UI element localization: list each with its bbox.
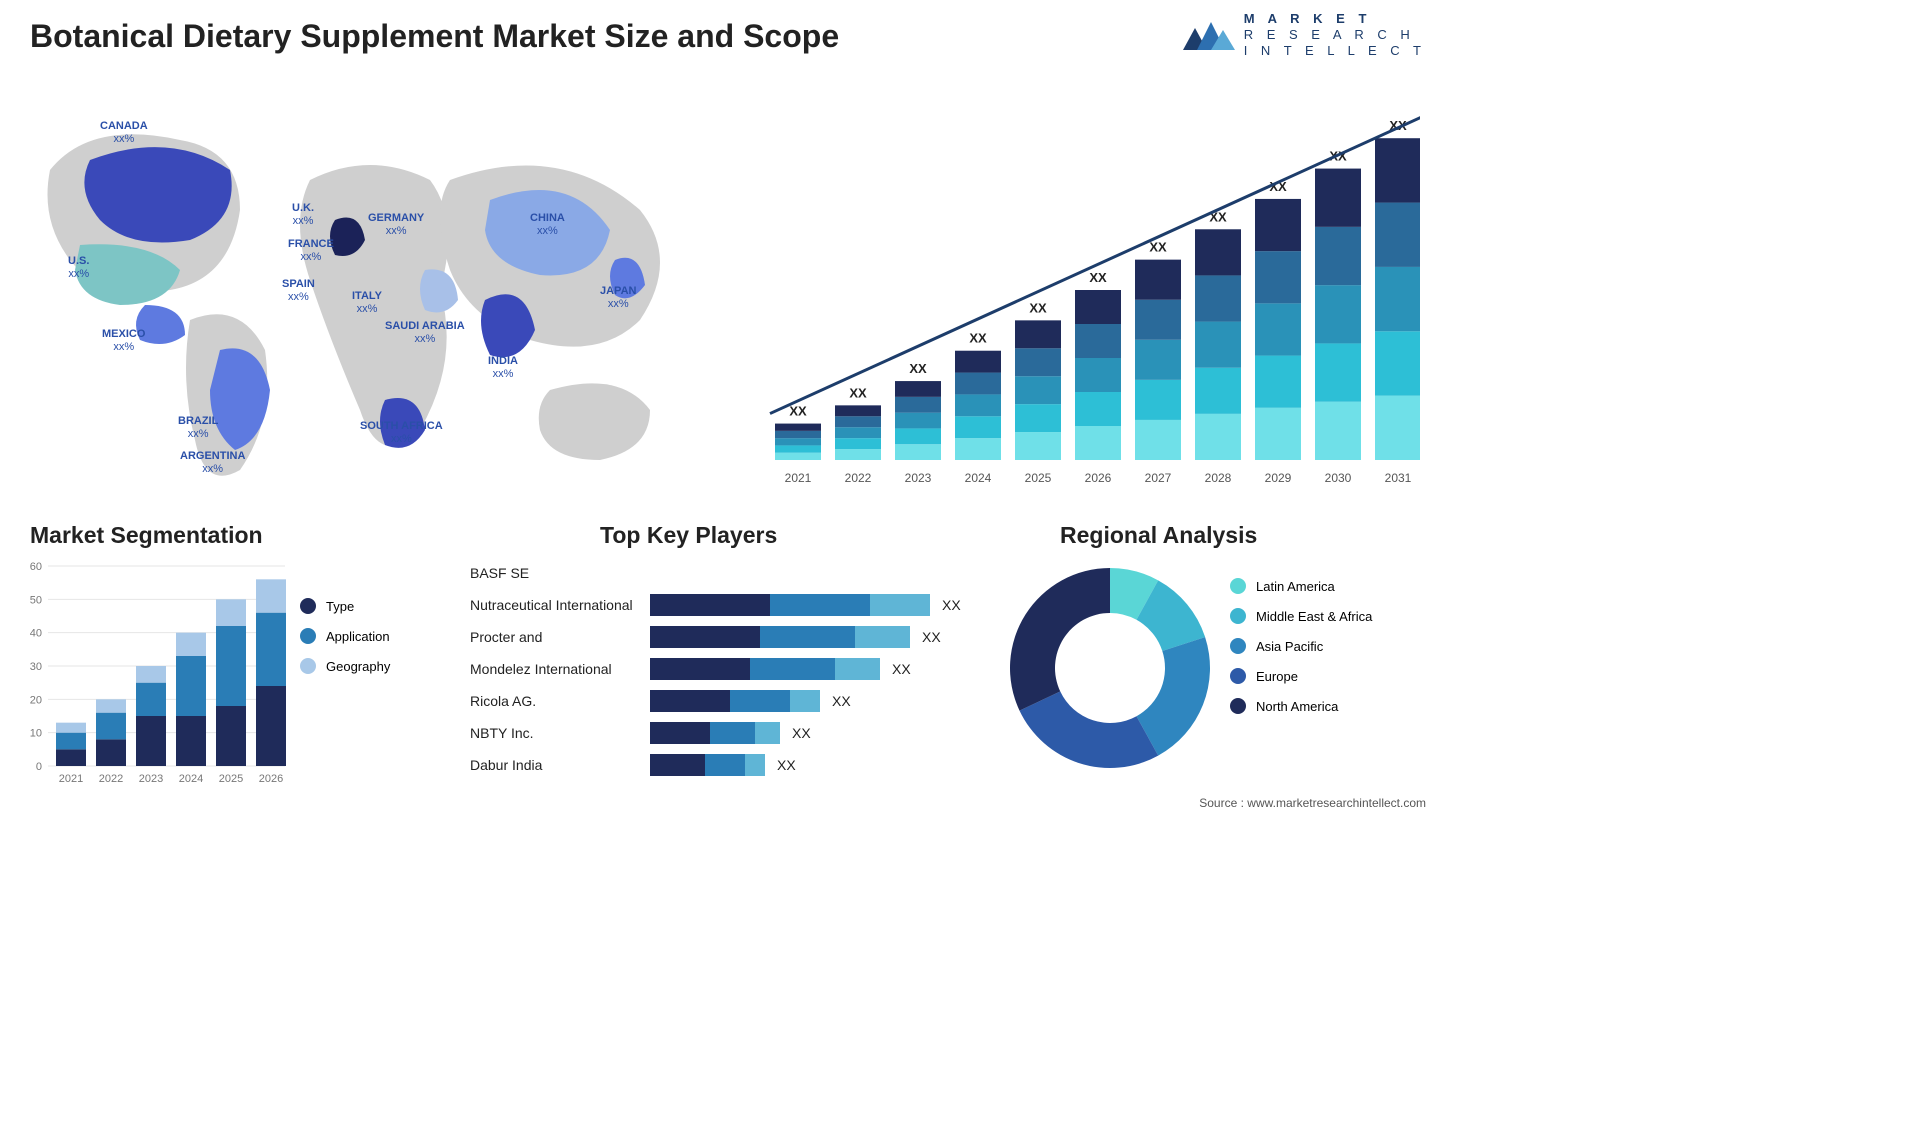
kp-bar	[650, 690, 820, 712]
kp-bar	[650, 658, 880, 680]
kp-label: Procter and	[470, 629, 650, 645]
svg-text:2022: 2022	[99, 773, 123, 785]
regional-heading: Regional Analysis	[1060, 522, 1257, 549]
svg-text:XX: XX	[909, 361, 927, 376]
kp-value: XX	[792, 725, 811, 741]
source-text: Source : www.marketresearchintellect.com	[1199, 796, 1426, 810]
kp-label: Ricola AG.	[470, 693, 650, 709]
kp-row: Procter and XX	[470, 622, 980, 652]
seg-svg: 0 10 20 30 40 50 60 2021 2022 2023 2024 2025 2026	[20, 558, 290, 788]
kp-label: BASF SE	[470, 565, 650, 581]
keyplayers-chart: BASF SENutraceutical InternationalXXProc…	[470, 558, 980, 798]
region-legend-item: Middle East & Africa	[1230, 608, 1372, 624]
kp-bar	[650, 626, 910, 648]
map-label-argentina: ARGENTINAxx%	[180, 450, 245, 475]
svg-text:2022: 2022	[845, 471, 872, 485]
kp-bar	[650, 722, 780, 744]
kp-row: Dabur India XX	[470, 750, 980, 780]
svg-text:2027: 2027	[1145, 471, 1172, 485]
kp-value: XX	[832, 693, 851, 709]
kp-bar	[650, 594, 930, 616]
svg-text:50: 50	[30, 594, 42, 606]
regional-donut: Latin America Middle East & Africa Asia Pa…	[1000, 558, 1430, 798]
svg-text:2023: 2023	[905, 471, 932, 485]
kp-label: NBTY Inc.	[470, 725, 650, 741]
svg-text:20: 20	[30, 694, 42, 706]
seg-legend-item: Application	[300, 628, 390, 644]
map-label-saudi-arabia: SAUDI ARABIAxx%	[385, 320, 465, 345]
kp-row: NBTY Inc. XX	[470, 718, 980, 748]
kp-value: XX	[892, 661, 911, 677]
segmentation-heading: Market Segmentation	[30, 522, 263, 549]
kp-label: Nutraceutical International	[470, 597, 650, 613]
world-map: CANADAxx% U.S.xx% MEXICOxx% BRAZILxx% ARGENT…	[30, 90, 710, 500]
brand-logo: M A R K E T R E S E A R C H I N T E L L …	[1181, 10, 1426, 60]
svg-text:2031: 2031	[1385, 471, 1412, 485]
svg-text:60: 60	[30, 561, 42, 573]
map-label-canada: CANADAxx%	[100, 120, 148, 145]
page-title: Botanical Dietary Supplement Market Size…	[30, 18, 839, 55]
svg-text:40: 40	[30, 628, 42, 640]
svg-text:XX: XX	[849, 385, 867, 400]
kp-row: Ricola AG. XX	[470, 686, 980, 716]
keyplayers-heading: Top Key Players	[600, 522, 777, 549]
kp-value: XX	[777, 757, 796, 773]
regional-legend: Latin America Middle East & Africa Asia Pa…	[1230, 578, 1372, 728]
svg-text:10: 10	[30, 728, 42, 740]
kp-value: XX	[922, 629, 941, 645]
logo-text: M A R K E T R E S E A R C H I N T E L L …	[1244, 11, 1426, 60]
map-label-china: CHINAxx%	[530, 212, 565, 237]
svg-text:2023: 2023	[139, 773, 163, 785]
seg-legend-item: Type	[300, 598, 390, 614]
seg-legend-item: Geography	[300, 658, 390, 674]
kp-value: XX	[942, 597, 961, 613]
segmentation-chart: 0 10 20 30 40 50 60 2021 2022 2023 2024 2025 2026 Ty…	[20, 558, 440, 788]
svg-text:XX: XX	[1029, 300, 1047, 315]
svg-text:2030: 2030	[1325, 471, 1352, 485]
svg-text:2028: 2028	[1205, 471, 1232, 485]
kp-label: Mondelez International	[470, 661, 650, 677]
svg-text:0: 0	[36, 761, 42, 773]
kp-row: Nutraceutical International XX	[470, 590, 980, 620]
segmentation-legend: Type Application Geography	[300, 598, 390, 688]
map-label-japan: JAPANxx%	[600, 285, 636, 310]
svg-text:XX: XX	[789, 404, 807, 419]
kp-label: Dabur India	[470, 757, 650, 773]
svg-text:2021: 2021	[59, 773, 83, 785]
svg-text:2025: 2025	[1025, 471, 1052, 485]
svg-text:2024: 2024	[965, 471, 992, 485]
svg-text:30: 30	[30, 661, 42, 673]
region-legend-item: Latin America	[1230, 578, 1372, 594]
svg-text:XX: XX	[969, 331, 987, 346]
svg-text:2024: 2024	[179, 773, 203, 785]
svg-text:2025: 2025	[219, 773, 243, 785]
map-label-france: FRANCExx%	[288, 238, 334, 263]
region-legend-item: North America	[1230, 698, 1372, 714]
map-label-south-africa: SOUTH AFRICAxx%	[360, 420, 443, 445]
map-label-mexico: MEXICOxx%	[102, 328, 145, 353]
map-label-germany: GERMANYxx%	[368, 212, 424, 237]
kp-row: Mondelez International XX	[470, 654, 980, 684]
map-label-spain: SPAINxx%	[282, 278, 315, 303]
svg-text:XX: XX	[1089, 270, 1107, 285]
kp-bar	[650, 754, 765, 776]
main-chart-svg: XX 2021 XX 2022 XX 2023 XX 2024 XX 2025 XX 2026 XX 20…	[760, 100, 1420, 490]
kp-row: BASF SE	[470, 558, 980, 588]
donut-svg	[1000, 558, 1220, 778]
map-label-u-s-: U.S.xx%	[68, 255, 89, 280]
logo-icon	[1181, 10, 1236, 60]
map-label-india: INDIAxx%	[488, 355, 518, 380]
svg-text:2026: 2026	[1085, 471, 1112, 485]
svg-text:2029: 2029	[1265, 471, 1292, 485]
map-label-brazil: BRAZILxx%	[178, 415, 218, 440]
svg-text:2026: 2026	[259, 773, 283, 785]
map-label-italy: ITALYxx%	[352, 290, 382, 315]
region-legend-item: Asia Pacific	[1230, 638, 1372, 654]
svg-text:XX: XX	[1149, 240, 1167, 255]
region-legend-item: Europe	[1230, 668, 1372, 684]
main-bar-chart: XX 2021 XX 2022 XX 2023 XX 2024 XX 2025 XX 2026 XX 20…	[760, 100, 1420, 490]
svg-text:2021: 2021	[785, 471, 812, 485]
map-label-u-k-: U.K.xx%	[292, 202, 314, 227]
